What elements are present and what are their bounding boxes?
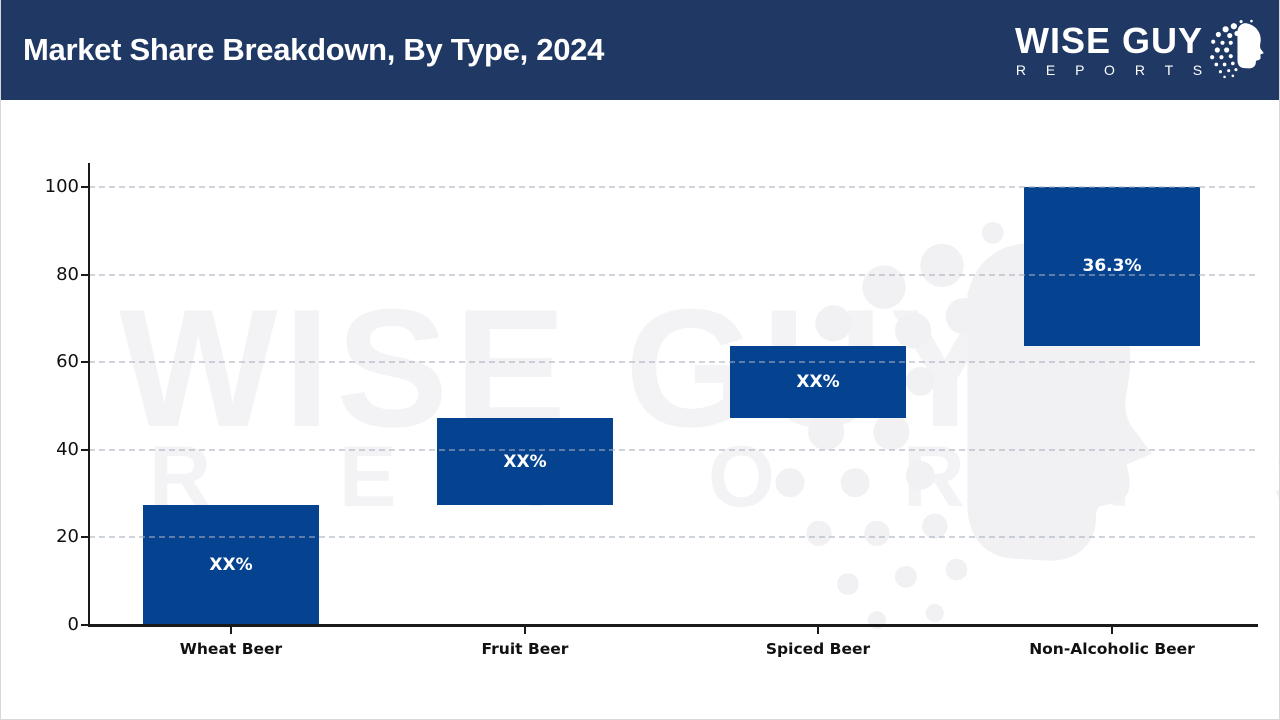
y-axis-line xyxy=(88,163,90,626)
x-tick-mark-0 xyxy=(230,625,232,634)
x-category-label: Wheat Beer xyxy=(179,640,283,658)
brand-logo-text: WISE GUY R E P O R T S xyxy=(1014,20,1203,79)
y-tick-label-40: 40 xyxy=(56,438,79,460)
y-tick-mark-20 xyxy=(81,536,88,539)
gridline-20 xyxy=(89,536,1257,539)
x-category-label: Non-Alcoholic Beer xyxy=(1029,640,1195,658)
bar-fruit-beer[interactable]: XX% xyxy=(437,418,613,506)
bar-value-label: XX% xyxy=(503,451,547,472)
header-bar: Market Share Breakdown, By Type, 2024 WI… xyxy=(1,0,1279,100)
gridline-60 xyxy=(89,361,1257,364)
x-tick-mark-2 xyxy=(817,625,819,634)
y-tick-mark-40 xyxy=(81,448,88,451)
y-tick-label-60: 60 xyxy=(56,351,79,373)
y-tick-mark-80 xyxy=(81,273,88,276)
gridline-40 xyxy=(89,448,1257,451)
y-tick-label-100: 100 xyxy=(44,176,79,197)
bar-non-alcoholic-beer[interactable]: 36.3% xyxy=(1024,187,1200,346)
x-axis-line xyxy=(88,624,1258,627)
bar-value-label: XX% xyxy=(209,555,253,576)
bar-spiced-beer[interactable]: XX% xyxy=(730,345,906,419)
brand-logo-face-icon xyxy=(1210,19,1264,79)
x-tick-mark-1 xyxy=(524,625,526,634)
x-category-label: Fruit Beer xyxy=(481,640,569,658)
bar-value-label: 36.3% xyxy=(1082,256,1142,277)
brand-logo-name: WISE GUY xyxy=(1014,20,1203,61)
x-category-label: Spiced Beer xyxy=(765,640,871,658)
gridline-100 xyxy=(89,186,1257,188)
y-tick-mark-60 xyxy=(81,361,88,364)
brand-logo: WISE GUY R E P O R T S xyxy=(1014,9,1279,91)
page-title: Market Share Breakdown, By Type, 2024 xyxy=(23,32,605,67)
gridline-80 xyxy=(89,273,1257,276)
y-tick-label-80: 80 xyxy=(56,263,79,285)
y-tick-mark-0 xyxy=(81,624,88,626)
y-tick-label-0: 0 xyxy=(67,614,79,635)
y-tick-mark-100 xyxy=(81,186,88,188)
bar-value-label: XX% xyxy=(796,372,840,393)
bar-wheat-beer[interactable]: XX% xyxy=(143,505,319,625)
x-tick-mark-3 xyxy=(1111,625,1113,634)
brand-logo-reports: R E P O R T S xyxy=(1015,62,1211,78)
y-tick-label-20: 20 xyxy=(56,526,79,548)
